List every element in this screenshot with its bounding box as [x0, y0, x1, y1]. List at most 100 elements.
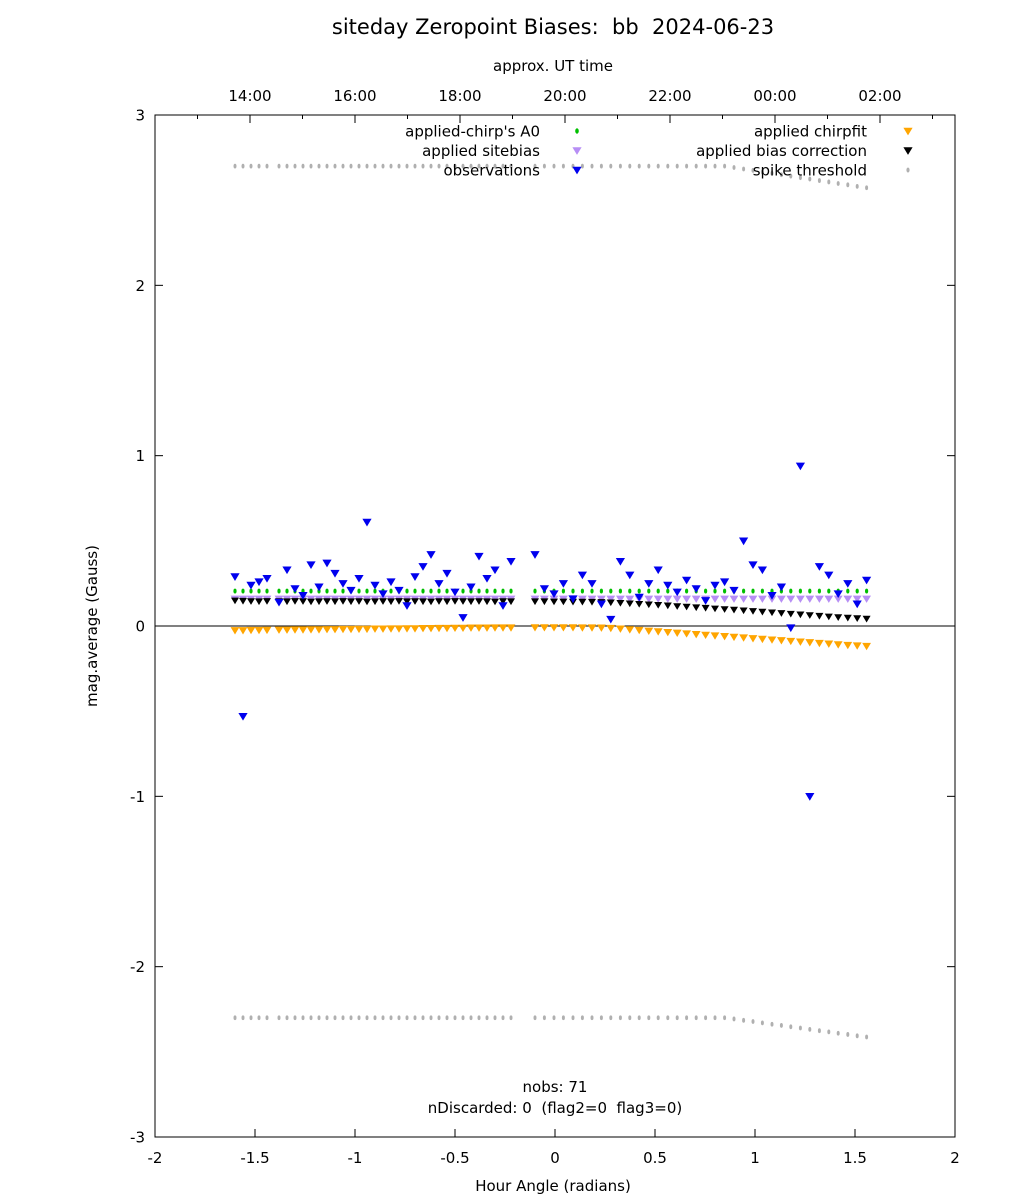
data-point: [625, 595, 635, 603]
data-point: [540, 624, 549, 632]
data-point: [265, 588, 269, 594]
x-axis-label: Hour Angle (radians): [475, 1177, 631, 1195]
data-point: [663, 581, 673, 590]
data-point: [833, 590, 843, 599]
data-point: [474, 552, 484, 561]
legend-item-label: spike threshold: [753, 162, 867, 180]
data-point: [805, 612, 814, 619]
data-point: [568, 624, 578, 632]
data-point: [599, 163, 603, 169]
data-point: [777, 637, 786, 645]
data-point: [675, 163, 679, 169]
x2-tick-label: 20:00: [543, 87, 586, 105]
data-point: [732, 1016, 736, 1022]
data-point: [387, 598, 395, 606]
x-tick-label: 2: [950, 1149, 960, 1167]
data-point: [776, 583, 786, 592]
y-tick-label: -1: [130, 788, 145, 806]
legend-marker-triangle-down: [572, 166, 582, 175]
data-point: [609, 163, 613, 169]
data-point: [397, 1015, 401, 1021]
data-point: [862, 615, 871, 623]
data-point: [663, 628, 673, 637]
data-point: [419, 598, 427, 606]
data-point: [862, 576, 872, 585]
data-point: [550, 598, 558, 606]
data-point: [852, 642, 862, 650]
data-point: [507, 598, 515, 606]
data-point: [426, 625, 436, 633]
data-point: [509, 163, 513, 169]
data-point: [255, 598, 263, 606]
data-point: [461, 1015, 465, 1021]
legend-item-label: observations: [443, 162, 540, 180]
data-point: [254, 578, 264, 587]
y-tick-label: -3: [130, 1129, 145, 1147]
data-point: [413, 163, 417, 169]
data-point: [249, 163, 253, 169]
data-point: [682, 576, 692, 585]
data-point: [249, 588, 253, 594]
data-point: [389, 588, 393, 594]
data-point: [257, 1015, 261, 1021]
data-point: [720, 606, 729, 613]
data-point: [394, 625, 404, 633]
data-point: [379, 598, 387, 605]
data-point: [618, 1015, 622, 1021]
data-point: [846, 588, 850, 594]
data-point: [558, 580, 568, 588]
data-point: [378, 590, 388, 599]
data-point: [751, 1019, 755, 1024]
data-point: [485, 163, 489, 169]
data-point: [307, 598, 315, 606]
data-point: [283, 598, 291, 606]
data-point: [846, 182, 850, 188]
data-point: [445, 588, 449, 594]
x-tick-label: -0.5: [440, 1149, 469, 1167]
y-tick-label: 2: [135, 277, 145, 295]
data-point: [485, 1015, 489, 1021]
legend-marker-triangle-down: [903, 127, 913, 136]
y-axis-label: mag.average (Gauss): [83, 545, 101, 707]
data-point: [577, 571, 587, 580]
data-point: [634, 593, 644, 602]
data-point: [491, 598, 499, 606]
data-point: [628, 1015, 632, 1021]
data-point: [855, 183, 859, 189]
data-point: [644, 580, 654, 588]
data-point: [777, 610, 786, 617]
data-point: [833, 641, 843, 649]
data-point: [402, 625, 412, 633]
data-point: [291, 598, 299, 605]
data-point: [599, 588, 604, 594]
data-point: [501, 588, 505, 594]
data-point: [410, 625, 420, 633]
x2-tick-label: 14:00: [228, 87, 271, 105]
data-point: [815, 639, 824, 648]
data-point: [720, 595, 729, 603]
data-point: [760, 588, 765, 594]
data-point: [458, 624, 468, 633]
data-point: [349, 163, 353, 169]
legend-item-applied-bias-correction: applied bias correction: [696, 142, 913, 160]
data-point: [796, 638, 805, 646]
data-point: [257, 163, 261, 169]
x-tick-label: 0.5: [643, 1149, 667, 1167]
data-point: [299, 598, 307, 605]
data-point: [231, 597, 239, 605]
data-point: [672, 629, 682, 637]
data-point: [701, 604, 710, 612]
data-point: [346, 586, 356, 595]
data-point: [451, 598, 459, 605]
data-point: [739, 537, 749, 546]
data-point: [437, 1015, 441, 1021]
data-point: [262, 626, 272, 635]
data-point: [723, 163, 727, 169]
data-point: [498, 624, 508, 632]
data-point: [666, 588, 670, 594]
data-point: [833, 595, 843, 603]
data-point: [675, 1015, 679, 1021]
data-point: [853, 615, 862, 622]
data-point: [637, 163, 641, 169]
data-point: [588, 598, 596, 606]
